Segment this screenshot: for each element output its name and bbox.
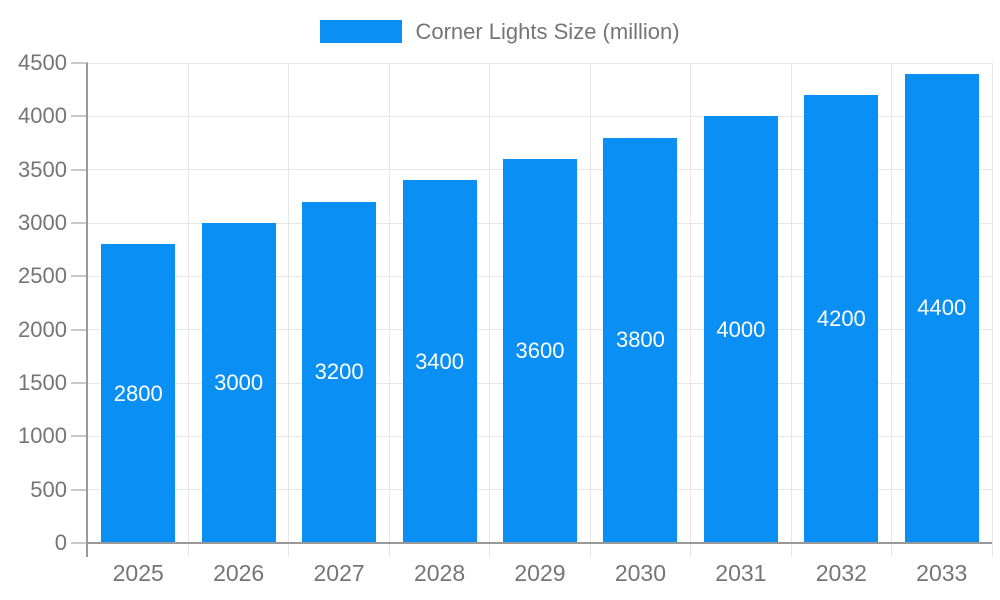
x-axis-label: 2027 xyxy=(313,560,365,586)
y-axis-label: 3500 xyxy=(18,156,67,182)
x-gridline xyxy=(790,63,792,557)
y-axis-label: 0 xyxy=(54,530,67,555)
bar-2028[interactable]: 3400 xyxy=(402,180,477,543)
y-axis-label: 1000 xyxy=(18,423,67,449)
x-axis-label: 2031 xyxy=(715,560,767,586)
bar-2025[interactable]: 2800 xyxy=(101,244,176,543)
bar-2030[interactable]: 3800 xyxy=(603,137,678,543)
x-gridline xyxy=(489,63,491,557)
x-axis-label: 2030 xyxy=(614,560,667,586)
y-axis-label: 4000 xyxy=(18,103,67,129)
y-axis-tick xyxy=(71,62,88,64)
y-axis-label: 500 xyxy=(30,476,67,502)
x-axis-line xyxy=(86,542,992,544)
y-axis-tick xyxy=(71,275,88,278)
y-axis-label: 2500 xyxy=(18,263,67,289)
bar-value-label: 4000 xyxy=(716,316,766,342)
x-gridline xyxy=(690,63,692,557)
legend[interactable]: Corner Lights Size (million) xyxy=(0,19,1000,44)
x-axis-label: 2032 xyxy=(815,560,867,586)
bar-2033[interactable]: 4400 xyxy=(904,73,979,543)
x-gridline xyxy=(388,63,390,557)
y-gridline xyxy=(88,62,992,64)
y-axis-tick xyxy=(71,222,88,224)
x-axis-label: 2025 xyxy=(112,560,164,586)
bar-2026[interactable]: 3000 xyxy=(201,223,276,543)
bar-value-label: 4200 xyxy=(816,306,866,331)
y-axis-line xyxy=(86,63,88,557)
bar-2031[interactable]: 4000 xyxy=(703,116,778,543)
bar-2029[interactable]: 3600 xyxy=(503,159,577,543)
y-axis-label: 3000 xyxy=(18,210,67,235)
x-gridline xyxy=(288,63,290,557)
y-axis-tick xyxy=(71,488,88,491)
x-axis-label: 2026 xyxy=(213,560,265,586)
x-gridline xyxy=(187,63,189,557)
y-axis-tick xyxy=(71,328,88,331)
y-axis-tick xyxy=(71,542,88,544)
bar-value-label: 3000 xyxy=(214,370,264,395)
y-axis-tick xyxy=(71,382,88,384)
y-axis-tick xyxy=(71,168,88,171)
bar-value-label: 2800 xyxy=(113,380,163,406)
x-gridline xyxy=(891,63,893,557)
y-axis-label: 2000 xyxy=(18,316,67,342)
bar-value-label: 3800 xyxy=(615,327,665,353)
y-axis-label: 1500 xyxy=(18,370,67,395)
x-gridline xyxy=(991,63,993,557)
y-axis-tick xyxy=(71,115,88,118)
x-axis-label: 2033 xyxy=(916,560,968,586)
bar-value-label: 4400 xyxy=(917,295,967,321)
legend-label: Corner Lights Size (million) xyxy=(415,19,680,44)
bar-2027[interactable]: 3200 xyxy=(302,201,377,543)
y-gridline xyxy=(88,115,992,117)
bar-value-label: 3200 xyxy=(314,359,364,385)
bar-value-label: 3600 xyxy=(515,338,565,363)
x-axis-label: 2029 xyxy=(514,560,566,586)
bar-2032[interactable]: 4200 xyxy=(804,95,879,543)
x-axis-label: 2028 xyxy=(413,560,466,586)
y-axis-label: 4500 xyxy=(18,50,67,75)
bar-value-label: 3400 xyxy=(415,348,465,374)
legend-color-swatch xyxy=(320,20,403,43)
x-gridline xyxy=(589,63,591,557)
y-axis-tick xyxy=(71,435,88,438)
